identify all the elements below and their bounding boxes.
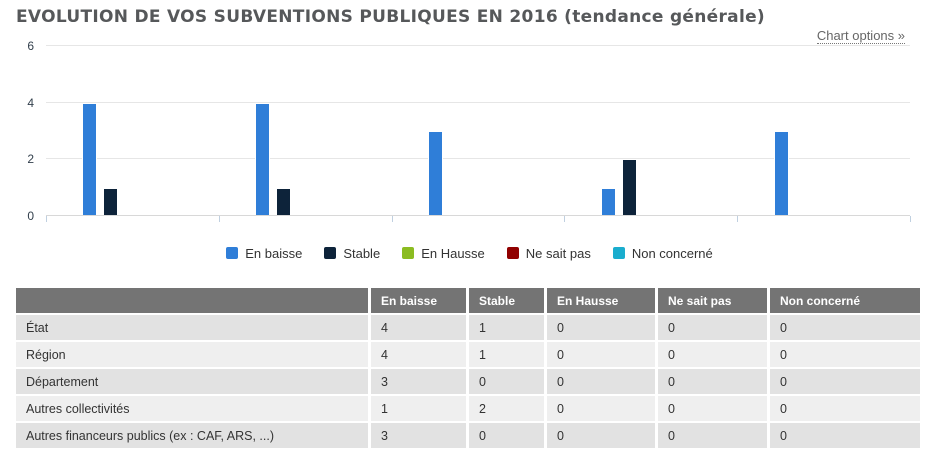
legend-item[interactable]: En baisse: [226, 246, 302, 261]
bar[interactable]: [275, 188, 291, 215]
category-group: [391, 46, 565, 222]
bar[interactable]: [621, 159, 637, 215]
value-cell: 0: [658, 423, 770, 448]
value-cell: 4: [371, 342, 469, 367]
gridline: [46, 45, 910, 46]
legend-item[interactable]: En Hausse: [402, 246, 485, 261]
row-label-cell: Département: [16, 369, 371, 394]
gridline: [46, 101, 910, 103]
table-header-cell: En Hausse: [547, 288, 658, 313]
value-cell: 0: [547, 315, 658, 340]
table-row: Région 4 1 0 0 0: [16, 342, 920, 367]
x-axis-tick: [564, 216, 566, 222]
legend-swatch: [324, 247, 337, 259]
x-axis-tick: [909, 216, 911, 222]
value-cell: 4: [371, 315, 469, 340]
legend-label: Ne sait pas: [525, 245, 591, 261]
value-cell: 0: [658, 315, 770, 340]
chart-legend: En baisse Stable En Hausse Ne sait pas Non c…: [0, 244, 939, 262]
legend-swatch: [402, 247, 415, 259]
value-cell: 2: [469, 396, 547, 421]
bar-chart: 0 2 4 6: [27, 40, 911, 222]
y-axis-label: 6: [27, 39, 34, 53]
value-cell: 0: [658, 369, 770, 394]
data-table: En baisse Stable En Hausse Ne sait pas Non c…: [16, 286, 920, 450]
value-cell: 0: [770, 396, 920, 421]
y-axis-label: 4: [27, 95, 34, 110]
legend-swatch: [226, 247, 239, 259]
x-axis-tick: [218, 216, 220, 222]
table-head: En baisse Stable En Hausse Ne sait pas Non c…: [16, 288, 920, 313]
value-cell: 1: [469, 342, 547, 367]
legend-swatch: [506, 247, 519, 259]
chart-options-link[interactable]: Chart options »: [816, 28, 905, 44]
value-cell: 0: [658, 396, 770, 421]
category-group: [46, 46, 219, 222]
legend-item[interactable]: Stable: [324, 246, 380, 261]
value-cell: 0: [770, 423, 920, 448]
bar[interactable]: [773, 131, 789, 215]
gridline: [46, 158, 910, 160]
x-axis-tick: [737, 216, 739, 222]
x-axis-tick: [391, 216, 393, 222]
legend-label: En baisse: [245, 245, 303, 261]
legend-item[interactable]: Non concerné: [612, 245, 713, 261]
table-row: Autres collectivités 1 2 0 0 0: [16, 396, 920, 421]
row-label-cell: Autres collectivités: [16, 396, 371, 421]
table-header-cell: Ne sait pas: [658, 288, 770, 313]
row-label-cell: État: [16, 315, 371, 340]
value-cell: 1: [371, 396, 469, 421]
category-group: [564, 46, 737, 222]
table-header-cell: Non concerné: [770, 288, 920, 313]
legend-item[interactable]: Ne sait pas: [506, 245, 591, 261]
bar[interactable]: [600, 188, 616, 215]
row-label-cell: Région: [16, 342, 371, 367]
value-cell: 3: [371, 369, 469, 394]
table-header-cell: Stable: [469, 288, 547, 313]
value-cell: 0: [658, 342, 770, 367]
value-cell: 0: [547, 369, 658, 394]
table-row: Département 3 0 0 0 0: [16, 369, 920, 394]
table-row: Autres financeurs publics (ex : CAF, ARS…: [16, 423, 920, 448]
bar[interactable]: [82, 103, 98, 215]
table-body: État 4 1 0 0 0 Région 4 1 0 0 0 Département 3 0 0 0 0 Autr…: [16, 315, 920, 448]
category-group: [737, 46, 911, 222]
bar[interactable]: [255, 103, 271, 215]
value-cell: 0: [469, 423, 547, 448]
value-cell: 0: [547, 423, 658, 448]
legend-label: Stable: [343, 245, 381, 261]
table-row: État 4 1 0 0 0: [16, 315, 920, 340]
value-cell: 3: [371, 423, 469, 448]
legend-swatch: [612, 247, 625, 259]
value-cell: 0: [770, 369, 920, 394]
bar[interactable]: [428, 131, 444, 215]
page-title: EVOLUTION DE VOS SUBVENTIONS PUBLIQUES E…: [16, 7, 765, 27]
y-axis-label: 0: [27, 209, 34, 223]
value-cell: 0: [547, 396, 658, 421]
table-header-cell: [16, 288, 371, 313]
y-axis-label: 2: [27, 152, 34, 167]
value-cell: 0: [770, 342, 920, 367]
value-cell: 0: [547, 342, 658, 367]
category-group: [218, 46, 392, 222]
legend-label: En Hausse: [421, 245, 485, 261]
table-header-cell: En baisse: [371, 288, 469, 313]
value-cell: 0: [770, 315, 920, 340]
table-header-row: En baisse Stable En Hausse Ne sait pas Non c…: [16, 288, 920, 313]
bar[interactable]: [103, 188, 119, 215]
value-cell: 0: [469, 369, 547, 394]
row-label-cell: Autres financeurs publics (ex : CAF, ARS…: [16, 423, 371, 448]
value-cell: 1: [469, 315, 547, 340]
legend-label: Non concerné: [631, 245, 713, 261]
x-axis-tick: [46, 216, 47, 222]
